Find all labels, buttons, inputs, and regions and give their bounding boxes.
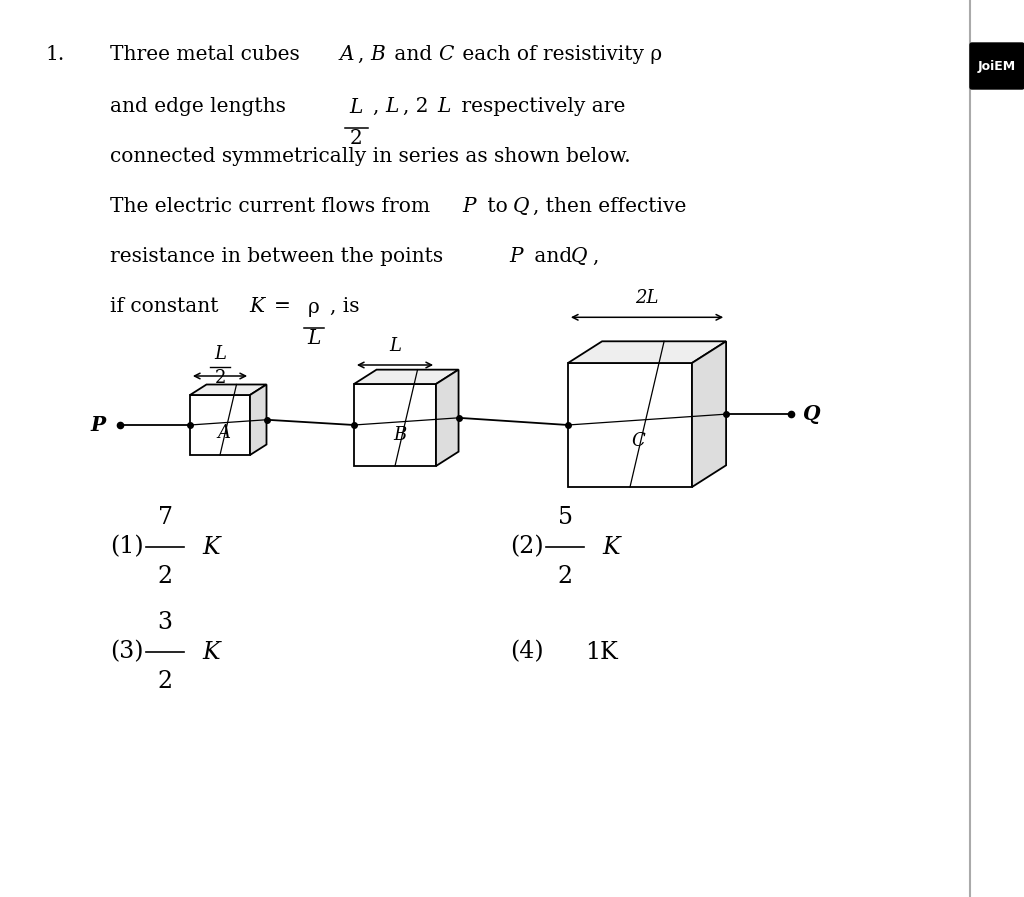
Text: respectively are: respectively are bbox=[455, 97, 626, 116]
Text: (2): (2) bbox=[510, 536, 544, 559]
Text: B: B bbox=[370, 45, 385, 64]
Text: C: C bbox=[438, 45, 454, 64]
Text: P: P bbox=[463, 197, 476, 216]
Text: L: L bbox=[385, 97, 398, 116]
Text: 1.: 1. bbox=[45, 45, 65, 64]
Text: JoiEM: JoiEM bbox=[978, 59, 1016, 73]
Text: L: L bbox=[437, 97, 451, 116]
Text: connected symmetrically in series as shown below.: connected symmetrically in series as sho… bbox=[110, 147, 631, 166]
Text: K: K bbox=[249, 297, 264, 316]
Text: 7: 7 bbox=[158, 506, 172, 529]
Text: and: and bbox=[528, 247, 579, 266]
Polygon shape bbox=[568, 363, 692, 487]
Text: Q: Q bbox=[513, 197, 529, 216]
Polygon shape bbox=[436, 370, 459, 466]
Text: , is: , is bbox=[330, 297, 359, 316]
Text: The electric current flows from: The electric current flows from bbox=[110, 197, 436, 216]
Text: B: B bbox=[393, 426, 407, 444]
Text: 2: 2 bbox=[214, 369, 225, 387]
Text: Q: Q bbox=[571, 247, 588, 266]
Text: L: L bbox=[349, 98, 362, 117]
Text: to: to bbox=[481, 197, 514, 216]
Text: resistance in between the points: resistance in between the points bbox=[110, 247, 450, 266]
Text: A: A bbox=[217, 423, 230, 441]
Text: (1): (1) bbox=[110, 536, 143, 559]
Text: ,: , bbox=[592, 247, 598, 266]
Text: L: L bbox=[307, 329, 321, 348]
Polygon shape bbox=[190, 395, 250, 455]
Text: 2: 2 bbox=[158, 670, 173, 693]
Text: Q: Q bbox=[803, 405, 820, 424]
Text: K: K bbox=[202, 640, 219, 664]
Text: 2: 2 bbox=[349, 129, 362, 148]
Text: ρ: ρ bbox=[308, 298, 319, 317]
Text: (3): (3) bbox=[110, 640, 143, 664]
Text: 2: 2 bbox=[158, 565, 173, 588]
Polygon shape bbox=[692, 341, 726, 487]
Text: 1K: 1K bbox=[585, 640, 617, 664]
Text: P: P bbox=[91, 415, 106, 435]
Text: P: P bbox=[509, 247, 522, 266]
Text: if constant: if constant bbox=[110, 297, 225, 316]
Text: ,: , bbox=[357, 45, 364, 64]
Text: and edge lengths: and edge lengths bbox=[110, 97, 286, 116]
Text: L: L bbox=[214, 345, 226, 363]
Text: 2: 2 bbox=[557, 565, 572, 588]
Text: A: A bbox=[340, 45, 354, 64]
Text: and: and bbox=[387, 45, 438, 64]
Text: (4): (4) bbox=[510, 640, 544, 664]
Text: K: K bbox=[202, 536, 219, 559]
Polygon shape bbox=[190, 385, 266, 395]
Text: L: L bbox=[389, 337, 401, 355]
FancyBboxPatch shape bbox=[970, 43, 1024, 89]
Polygon shape bbox=[250, 385, 266, 455]
Polygon shape bbox=[568, 341, 726, 363]
Text: each of resistivity ρ: each of resistivity ρ bbox=[456, 45, 663, 64]
Text: 3: 3 bbox=[158, 611, 172, 634]
Text: =: = bbox=[274, 297, 291, 316]
Polygon shape bbox=[354, 370, 459, 384]
Text: , then effective: , then effective bbox=[534, 197, 686, 216]
Polygon shape bbox=[354, 384, 436, 466]
Text: Three metal cubes: Three metal cubes bbox=[110, 45, 306, 64]
Text: 2L: 2L bbox=[635, 290, 658, 308]
Text: C: C bbox=[631, 431, 645, 449]
Text: ,: , bbox=[372, 97, 379, 116]
Text: , 2: , 2 bbox=[403, 97, 428, 116]
Text: K: K bbox=[602, 536, 620, 559]
Text: 5: 5 bbox=[557, 506, 572, 529]
